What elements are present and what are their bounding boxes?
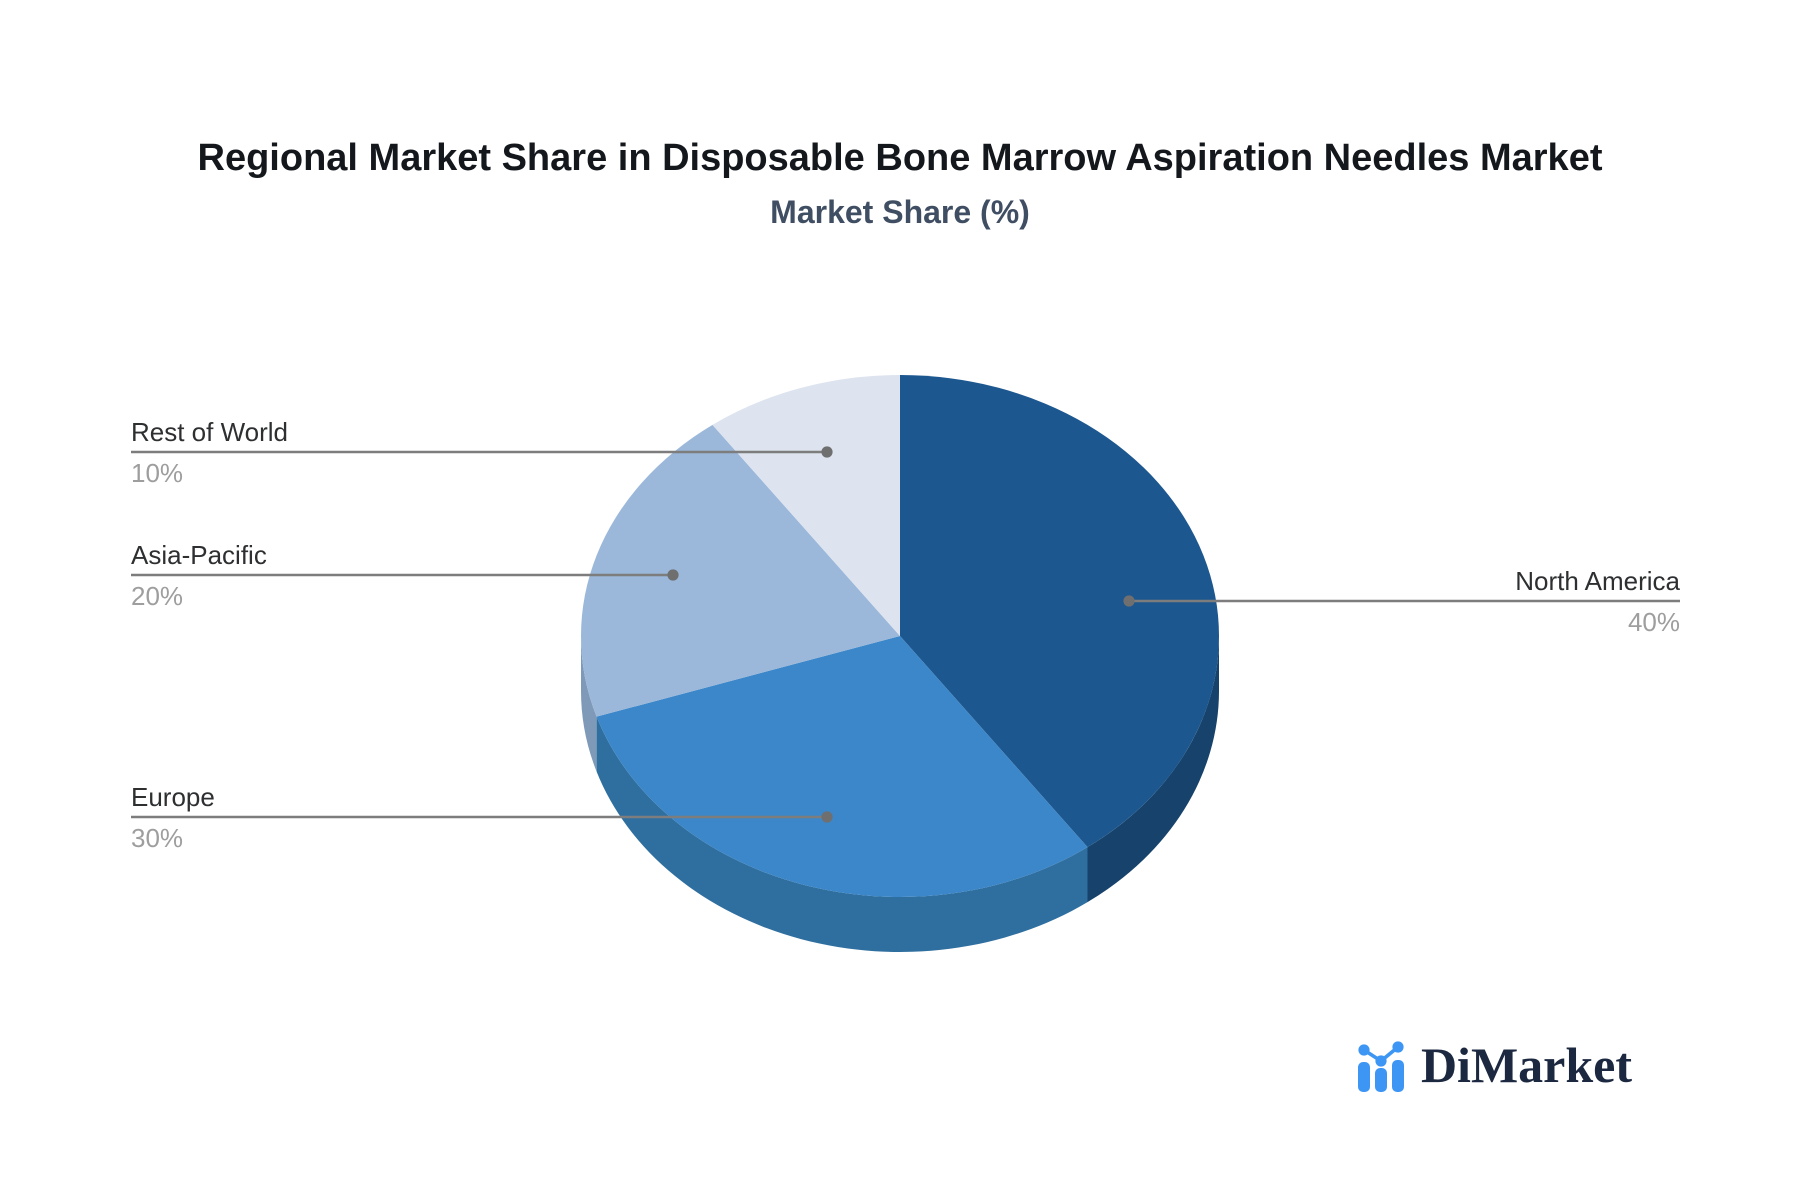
logo-text: DiMarket [1420,1037,1632,1093]
chart-subtitle: Market Share (%) [770,194,1030,230]
callout-north-america: North America 40% [1515,568,1680,635]
dimarket-logo: DiMarket [1355,1038,1632,1092]
pie-slice-asia-pacific[interactable] [581,424,900,717]
pie-slice-side [581,636,597,772]
callout-dot [821,811,833,823]
callout-dot [821,446,833,458]
chart-title: Regional Market Share in Disposable Bone… [197,137,1603,179]
callout-dot [1123,595,1135,607]
slice-label: Europe [131,782,215,812]
pie-slice-side [1087,636,1219,903]
bar-chart-logo-icon [1357,1041,1404,1092]
slice-percent: 20% [131,581,184,611]
pie-slice-north-america[interactable] [900,375,1219,848]
slice-percent: 10% [131,458,184,488]
slice-label: Rest of World [131,417,289,447]
slice-percent: 40% [1627,607,1680,637]
callout-asia-pacific: Asia-Pacific 20% [131,542,267,609]
pie-slice-rest-of-world[interactable] [712,375,900,636]
callout-dot [667,569,679,581]
callout-rest-of-world: Rest of World 10% [131,419,288,486]
callout-europe: Europe 30% [131,784,215,851]
slice-label: North America [1515,566,1680,596]
slice-label: Asia-Pacific [131,540,267,570]
pie-slice-side [596,716,1088,953]
pie-slice-europe[interactable] [596,636,1088,897]
slice-percent: 30% [131,823,184,853]
